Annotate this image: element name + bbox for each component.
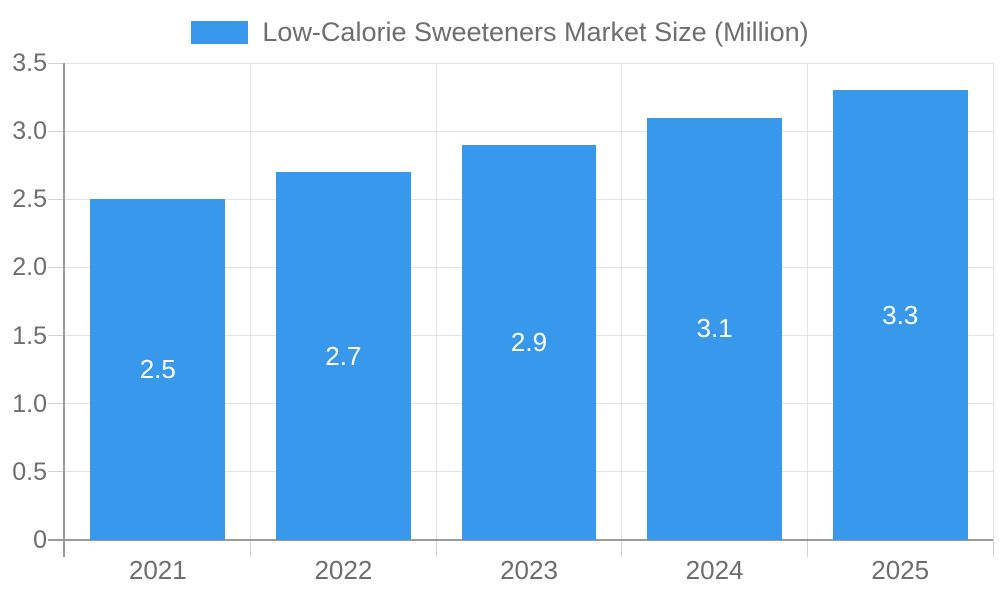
x-axis-tick-label: 2025 (871, 555, 930, 585)
bar-2023: 2.9 (461, 144, 597, 540)
category-gridline (806, 63, 808, 540)
y-gridline (65, 130, 993, 132)
y-tick-mark (48, 198, 65, 200)
legend-title: Low-Calorie Sweeteners Market Size (Mill… (262, 17, 809, 47)
y-tick-mark (48, 335, 65, 337)
bar-2025: 3.3 (832, 90, 968, 540)
chart-legend: Low-Calorie Sweeteners Market Size (Mill… (0, 17, 1000, 48)
legend-swatch (191, 21, 249, 44)
bar-2024: 3.1 (647, 117, 783, 540)
y-axis-tick-label: 2.0 (12, 253, 47, 282)
x-axis-line (48, 539, 993, 541)
bar-value-label: 2.5 (139, 354, 176, 385)
y-axis-tick-label: 1.5 (12, 321, 47, 350)
y-axis-tick-label: 0.5 (12, 457, 47, 486)
category-gridline (435, 63, 437, 540)
y-axis-tick-label: 0 (33, 526, 47, 554)
y-axis-tick-label: 3.5 (12, 49, 47, 77)
y-axis-line (63, 63, 65, 557)
x-tick-mark (992, 540, 994, 557)
y-tick-mark (48, 62, 65, 64)
plot-area: 2.5 2.7 2.9 3.1 3.3 (65, 62, 994, 540)
x-tick-mark (806, 540, 808, 557)
y-tick-mark (48, 130, 65, 132)
bar-2022: 2.7 (275, 172, 411, 540)
bar-value-label: 2.9 (510, 326, 548, 357)
bar-2021: 2.5 (90, 199, 226, 540)
x-tick-mark (250, 540, 252, 557)
x-tick-mark (435, 540, 437, 557)
y-tick-mark (48, 403, 65, 405)
x-tick-mark (621, 540, 623, 557)
bar-value-label: 3.1 (696, 313, 733, 344)
y-axis-tick-label: 1.0 (12, 389, 47, 418)
x-axis-tick-label: 2021 (128, 555, 187, 585)
y-axis-tick-label: 2.5 (12, 185, 47, 214)
bar-value-label: 2.7 (325, 340, 362, 371)
x-axis-tick-label: 2022 (314, 555, 373, 585)
x-axis-tick-label: 2024 (685, 555, 744, 585)
y-tick-mark (48, 266, 65, 268)
x-axis-tick-label: 2023 (500, 555, 558, 585)
bar-value-label: 3.3 (882, 299, 919, 330)
category-gridline (621, 63, 623, 540)
category-gridline (250, 63, 252, 540)
category-gridline (992, 63, 994, 540)
y-gridline (65, 62, 993, 64)
y-tick-mark (48, 471, 65, 473)
y-axis-tick-label: 3.0 (12, 117, 47, 146)
